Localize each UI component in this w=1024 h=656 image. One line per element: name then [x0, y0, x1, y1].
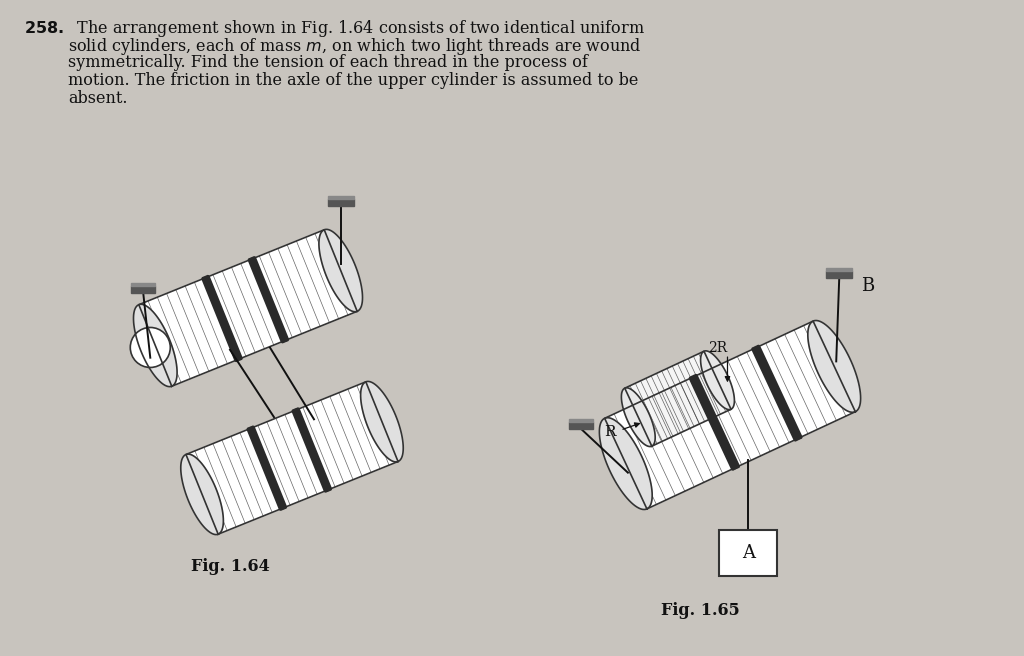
Polygon shape — [181, 454, 223, 535]
Text: $\mathbf{258.}$  The arrangement shown in Fig. 1.64 consists of two identical un: $\mathbf{258.}$ The arrangement shown in… — [24, 18, 645, 39]
Polygon shape — [826, 272, 852, 278]
Polygon shape — [568, 419, 593, 422]
Text: solid cylinders, each of mass $m$, on which two light threads are wound: solid cylinders, each of mass $m$, on wh… — [68, 36, 642, 57]
Polygon shape — [599, 418, 652, 510]
FancyBboxPatch shape — [719, 530, 777, 576]
Polygon shape — [328, 199, 353, 205]
Polygon shape — [131, 283, 156, 287]
Polygon shape — [808, 321, 860, 413]
Polygon shape — [328, 195, 353, 199]
Text: symmetrically. Find the tension of each thread in the process of: symmetrically. Find the tension of each … — [68, 54, 588, 71]
Polygon shape — [133, 304, 177, 386]
Text: 2R: 2R — [708, 341, 727, 356]
Text: absent.: absent. — [68, 90, 128, 107]
Polygon shape — [826, 268, 852, 272]
Polygon shape — [186, 382, 398, 534]
Polygon shape — [568, 422, 593, 428]
Polygon shape — [604, 321, 855, 509]
Polygon shape — [139, 230, 357, 386]
Text: R: R — [604, 425, 616, 439]
Text: A: A — [741, 544, 755, 562]
Text: Fig. 1.65: Fig. 1.65 — [660, 602, 739, 619]
Polygon shape — [318, 230, 362, 312]
Circle shape — [130, 327, 170, 367]
Polygon shape — [625, 351, 731, 446]
Polygon shape — [622, 388, 655, 447]
Text: B: B — [861, 277, 874, 295]
Polygon shape — [131, 287, 156, 293]
Polygon shape — [360, 381, 403, 462]
Text: motion. The friction in the axle of the upper cylinder is assumed to be: motion. The friction in the axle of the … — [68, 72, 638, 89]
Text: Fig. 1.64: Fig. 1.64 — [190, 558, 269, 575]
Polygon shape — [700, 351, 734, 409]
